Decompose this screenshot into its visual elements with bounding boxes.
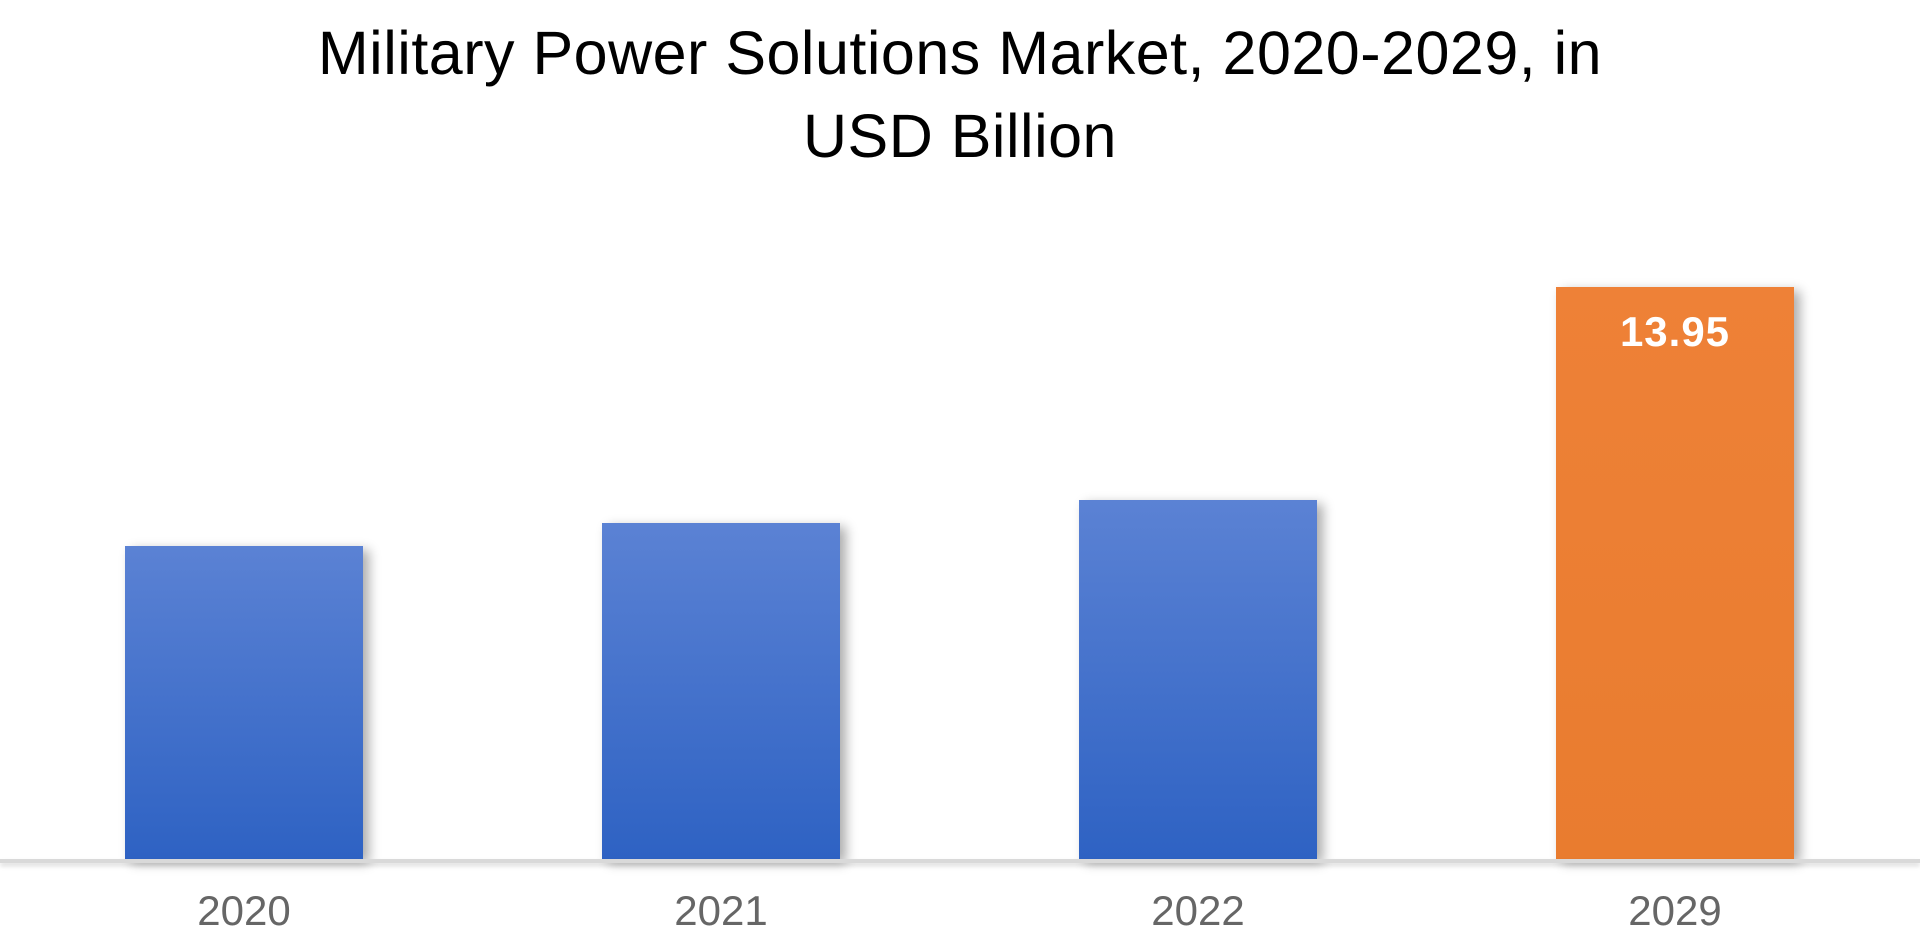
chart-title-line-2: USD Billion xyxy=(803,102,1117,170)
bar-2029: 13.95 xyxy=(1556,287,1794,859)
x-axis-label-2029: 2029 xyxy=(1628,887,1722,934)
chart-title: Military Power Solutions Market, 2020-20… xyxy=(0,12,1920,178)
x-axis-line xyxy=(0,859,1920,863)
bar-2022 xyxy=(1079,500,1317,859)
bar-2020 xyxy=(125,546,363,859)
x-axis-label-2020: 2020 xyxy=(197,887,291,934)
x-axis-label-2021: 2021 xyxy=(674,887,768,934)
x-axis-label-2022: 2022 xyxy=(1151,887,1245,934)
bar-data-label-2029: 13.95 xyxy=(1619,308,1731,355)
x-axis-labels: 2020 2021 2022 2029 xyxy=(125,887,1794,935)
bar-2021 xyxy=(602,523,840,859)
chart-title-line-1: Military Power Solutions Market, 2020-20… xyxy=(317,19,1603,87)
plot-area: 13.95 xyxy=(125,287,1794,859)
